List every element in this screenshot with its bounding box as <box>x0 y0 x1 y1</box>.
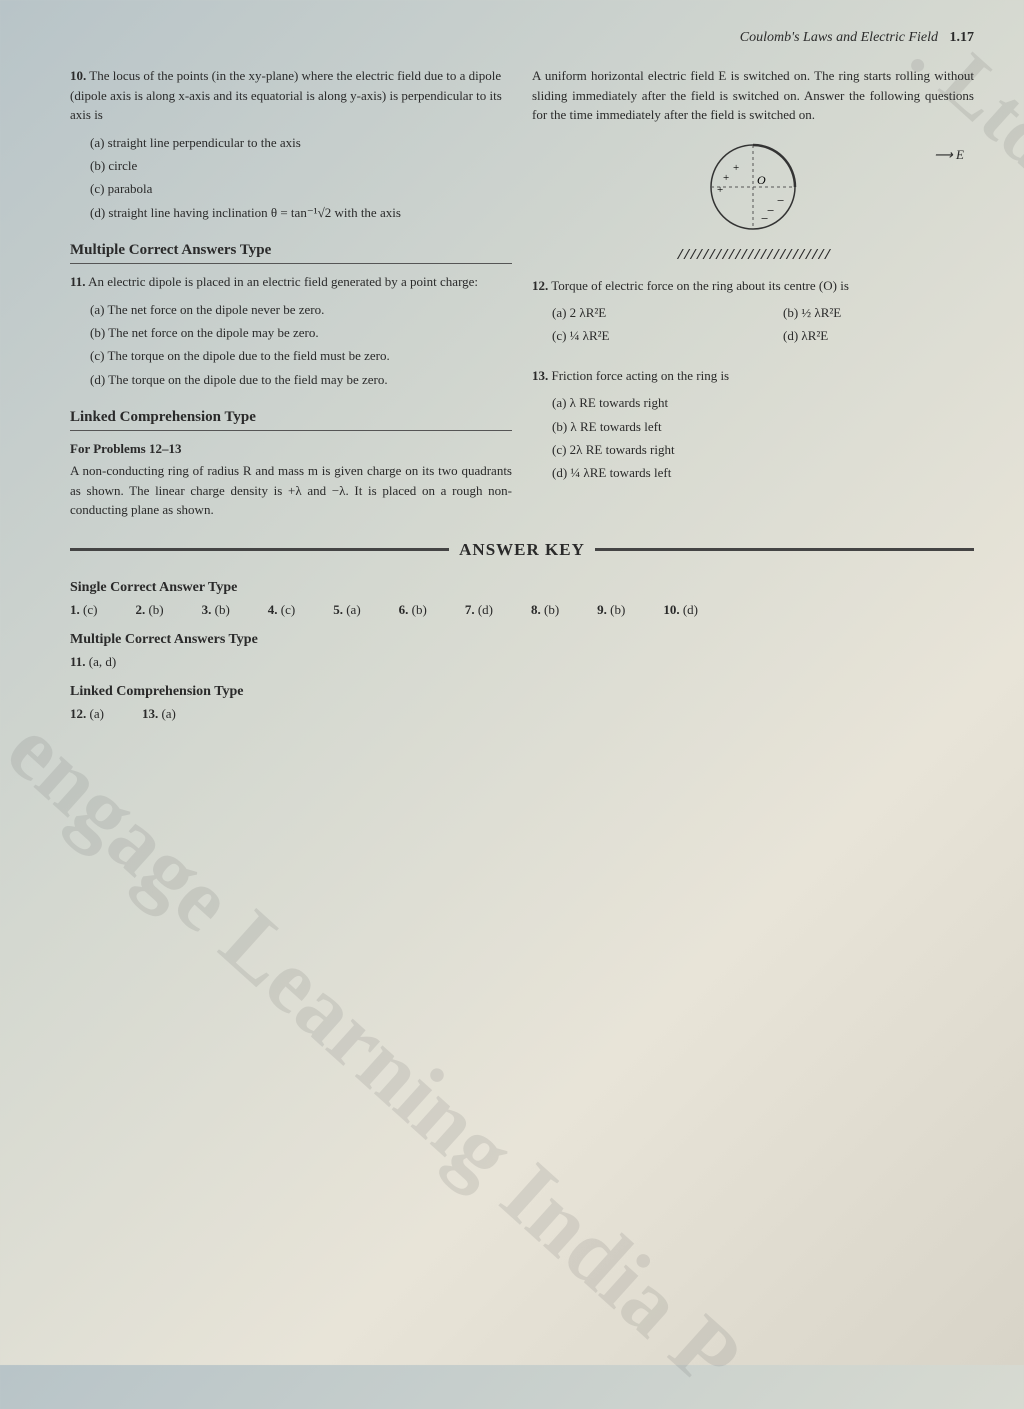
answer-item: 7. (d) <box>465 602 493 618</box>
q13-opt-d: (d) ¼ λRE towards left <box>552 461 974 484</box>
answer-item: 3. (b) <box>202 602 230 618</box>
answer-key-divider: ANSWER KEY <box>70 540 974 560</box>
q13-text: Friction force acting on the ring is <box>552 368 730 383</box>
chapter-title: Coulomb's Laws and Electric Field <box>740 30 938 45</box>
ans-multi-row: 11. (a, d) <box>70 654 974 670</box>
right-intro: A uniform horizontal electric field E is… <box>532 66 974 125</box>
svg-text:−: − <box>777 193 784 208</box>
q10-opt-a: (a) straight line perpendicular to the a… <box>90 131 512 154</box>
q10-text: The locus of the points (in the xy-plane… <box>70 68 502 122</box>
ring-svg-icon: +++ −−− O <box>683 137 823 247</box>
ans-linked-title: Linked Comprehension Type <box>70 684 974 700</box>
svg-text:−: − <box>761 211 768 226</box>
ring-diagram: ⟶ E +++ −−− O //////////////////////// <box>532 137 974 264</box>
q11-opt-d: (d) The torque on the dipole due to the … <box>90 368 512 391</box>
answer-item: 5. (a) <box>333 602 360 618</box>
answer-key-label: ANSWER KEY <box>459 540 585 560</box>
answer-item: 6. (b) <box>399 602 427 618</box>
q12-opt-d: (d) λR²E <box>783 324 974 347</box>
bar-left <box>70 548 449 551</box>
page-content: Coulomb's Laws and Electric Field 1.17 1… <box>70 30 974 722</box>
question-10: 10. The locus of the points (in the xy-p… <box>70 66 512 224</box>
q11-opt-b: (b) The net force on the dipole may be z… <box>90 321 512 344</box>
question-12: 12. Torque of electric force on the ring… <box>532 276 974 348</box>
q10-opt-b: (b) circle <box>90 154 512 177</box>
e-field-label: ⟶ E <box>934 147 964 163</box>
q12-number: 12. <box>532 278 548 293</box>
answer-item: 11. (a, d) <box>70 654 116 670</box>
q12-opt-b: (b) ½ λR²E <box>783 301 974 324</box>
svg-text:+: + <box>723 172 729 184</box>
ans-single-title: Single Correct Answer Type <box>70 580 974 596</box>
two-column-layout: 10. The locus of the points (in the xy-p… <box>70 66 974 520</box>
answer-item: 1. (c) <box>70 602 97 618</box>
answer-item: 2. (b) <box>135 602 163 618</box>
ans-multi-title: Multiple Correct Answers Type <box>70 632 974 648</box>
svg-text:+: + <box>733 162 739 174</box>
q12-text: Torque of electric force on the ring abo… <box>551 278 849 293</box>
bar-right <box>595 548 974 551</box>
q10-number: 10. <box>70 68 86 83</box>
watermark-text: engage Learning India P <box>0 698 760 1409</box>
q11-number: 11. <box>70 274 86 289</box>
question-13: 13. Friction force acting on the ring is… <box>532 366 974 485</box>
answer-item: 4. (c) <box>268 602 295 618</box>
q12-opt-a: (a) 2 λR²E <box>552 301 743 324</box>
left-column: 10. The locus of the points (in the xy-p… <box>70 66 512 520</box>
q11-opt-c: (c) The torque on the dipole due to the … <box>90 344 512 367</box>
q13-options: (a) λ RE towards right (b) λ RE towards … <box>552 391 974 485</box>
question-11: 11. An electric dipole is placed in an e… <box>70 272 512 391</box>
q10-opt-c: (c) parabola <box>90 177 512 200</box>
q11-options: (a) The net force on the dipole never be… <box>90 298 512 392</box>
context-title: For Problems 12–13 <box>70 441 512 457</box>
answer-item: 10. (d) <box>663 602 698 618</box>
answer-item: 8. (b) <box>531 602 559 618</box>
q10-opt-d: (d) straight line having inclination θ =… <box>90 201 512 224</box>
answer-item: 13. (a) <box>142 706 176 722</box>
ground-hatch: //////////////////////// <box>532 248 974 264</box>
q12-options: (a) 2 λR²E (b) ½ λR²E (c) ¼ λR²E (d) λR²… <box>552 301 974 348</box>
center-o-label: O <box>757 173 766 187</box>
q10-options: (a) straight line perpendicular to the a… <box>90 131 512 225</box>
q11-opt-a: (a) The net force on the dipole never be… <box>90 298 512 321</box>
q13-number: 13. <box>532 368 548 383</box>
context-text: A non-conducting ring of radius R and ma… <box>70 461 512 520</box>
right-column: A uniform horizontal electric field E is… <box>532 66 974 520</box>
page-header: Coulomb's Laws and Electric Field 1.17 <box>70 30 974 46</box>
section-multiple-correct: Multiple Correct Answers Type <box>70 242 512 264</box>
svg-text:+: + <box>717 184 723 196</box>
q13-opt-a: (a) λ RE towards right <box>552 391 974 414</box>
q12-opt-c: (c) ¼ λR²E <box>552 324 743 347</box>
page-number: 1.17 <box>950 30 975 45</box>
ans-linked-row: 12. (a) 13. (a) <box>70 706 974 722</box>
q13-opt-b: (b) λ RE towards left <box>552 415 974 438</box>
section-linked-comp: Linked Comprehension Type <box>70 409 512 431</box>
q13-opt-c: (c) 2λ RE towards right <box>552 438 974 461</box>
ans-single-row: 1. (c) 2. (b) 3. (b) 4. (c) 5. (a) 6. (b) 7. (… <box>70 602 974 618</box>
answer-item: 12. (a) <box>70 706 104 722</box>
answer-item: 9. (b) <box>597 602 625 618</box>
q11-text: An electric dipole is placed in an elect… <box>88 274 478 289</box>
